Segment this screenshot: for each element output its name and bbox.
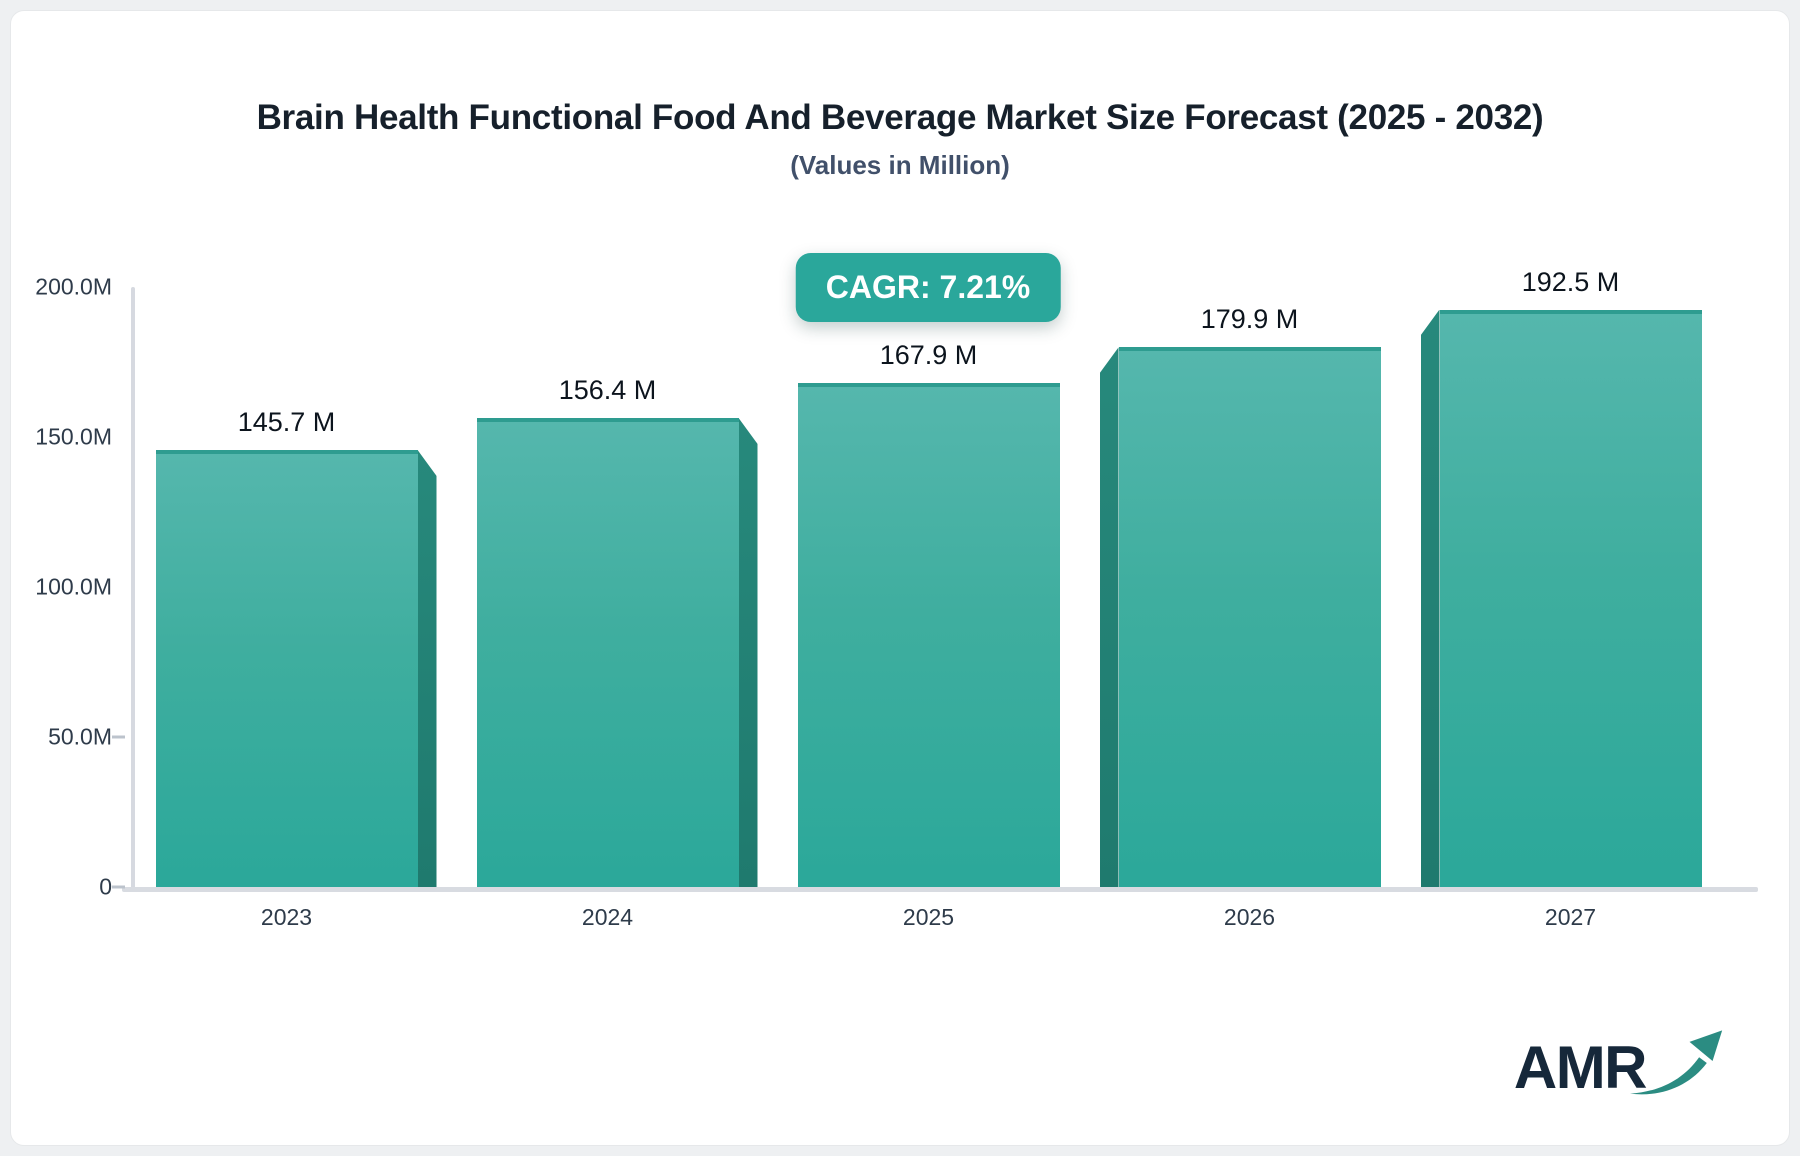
bar-bevel [738,417,758,887]
bar-value-label: 156.4 M [558,374,657,405]
bar [1118,347,1381,887]
bar-group-2023: 145.7 M [126,287,447,887]
y-axis-tick-dash [112,735,125,739]
y-axis-tick-label: 50.0M [48,723,112,750]
x-axis-label: 2025 [902,904,955,930]
y-axis-tick-label: 150.0M [35,423,112,450]
amr-logo: AMR [1514,1026,1726,1098]
y-axis-tick-label: 100.0M [35,573,112,600]
plot-area: 145.7 M 156.4 M 167.9 M 179.9 M 192.5 M [126,267,1731,887]
x-axis-label: 2023 [260,904,313,930]
x-axis-label: 2024 [581,904,634,930]
amr-logo-text: AMR [1513,1034,1648,1101]
bar-group-2024: 156.4 M [447,287,768,887]
growth-arrow-icon [1630,1030,1723,1095]
bar-group-2027: 192.5 M [1410,267,1731,887]
cagr-badge: CAGR: 7.21% [795,253,1061,322]
bar [155,449,418,887]
bar-value-label: 179.9 M [1200,304,1299,335]
x-axis-label: 2027 [1544,904,1597,930]
y-axis-tick-dash [112,885,125,889]
y-axis-tick-label: 200.0M [35,273,112,300]
bar-bevel [1099,347,1119,887]
bar [476,417,739,887]
bar-value-label: 192.5 M [1521,266,1620,297]
chart-title: Brain Health Functional Food And Beverag… [256,98,1544,137]
bar-bevel [417,449,437,887]
bar-value-label: 167.9 M [879,340,978,371]
bar-group-2025: 167.9 M [768,287,1089,887]
bar-group-2026: 179.9 M [1089,287,1410,887]
bar [1439,309,1702,887]
x-axis-label: 2026 [1223,904,1276,930]
x-axis-line [122,887,1758,892]
y-axis-tick-label: 0 [99,873,112,900]
bar-value-label: 145.7 M [237,406,336,437]
chart-subtitle: (Values in Million) [790,150,1010,180]
bar [797,383,1060,887]
bar-bevel [1420,309,1440,887]
y-axis-line [131,287,135,891]
